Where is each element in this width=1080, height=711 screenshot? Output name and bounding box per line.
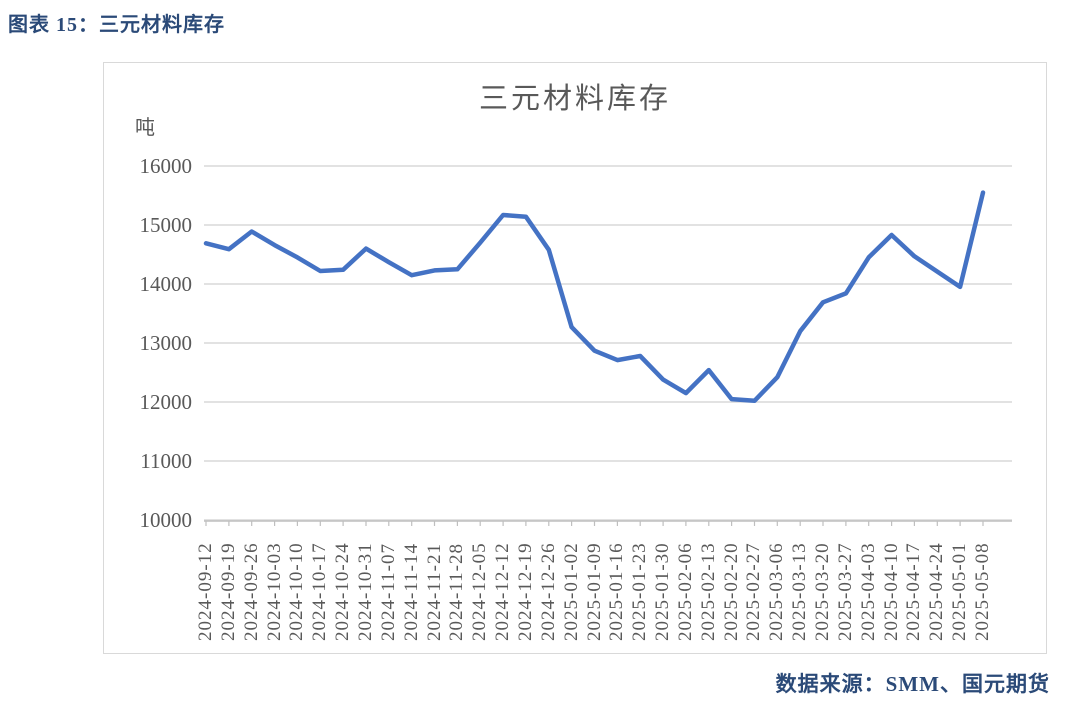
x-axis-label: 2025-03-20 [812,542,833,641]
chart-container: 三元材料库存 吨 16000 15000 14000 13000 12000 11000 1… [103,62,1047,654]
x-axis-label: 2024-10-24 [332,542,353,641]
y-axis-label: 10000 [139,508,193,532]
x-axis-label: 2025-01-30 [652,542,673,641]
y-axis-label: 11000 [140,449,192,473]
inventory-line-series [203,190,986,404]
x-axis-label: 2024-10-03 [264,542,285,641]
x-axis-label: 2025-04-24 [926,542,947,641]
data-source-note: 数据来源：SMM、国元期货 [775,672,1050,696]
x-axis-label: 2024-12-05 [469,542,490,641]
x-axis-label: 2025-05-08 [972,542,993,641]
x-axis-label: 2024-09-19 [218,542,239,641]
x-axis-label: 2024-10-10 [286,542,307,641]
x-axis-label: 2024-09-26 [241,542,262,641]
x-axis-label: 2025-05-01 [949,542,970,641]
x-axis-label: 2025-04-17 [903,542,924,641]
x-axis-label: 2025-02-06 [675,542,696,641]
y-axis-label: 13000 [139,331,193,355]
x-axis-label: 2025-01-16 [606,542,627,641]
x-axis-label: 2024-10-31 [355,542,376,641]
x-axis-label: 2025-02-27 [743,542,764,641]
x-axis-label: 2024-12-26 [538,542,559,641]
chart-title: 三元材料库存 [478,83,671,115]
x-axis-label: 2025-01-02 [561,542,582,641]
x-axis-label: 2025-01-09 [584,542,605,641]
y-axis-unit-label: 吨 [135,117,155,139]
x-axis-label: 2024-12-12 [492,542,513,641]
y-axis-label: 12000 [139,390,193,414]
x-axis-label: 2025-04-03 [858,542,879,641]
x-axis-label: 2024-11-07 [378,543,399,641]
x-axis-label: 2025-03-13 [789,542,810,641]
x-axis-label: 2025-03-27 [835,542,856,641]
x-axis-label: 2024-11-21 [424,543,445,641]
x-axis-label: 2025-03-06 [766,542,787,641]
x-axis-label: 2024-12-19 [515,542,536,641]
y-axis-label: 15000 [139,213,193,237]
x-axis-label: 2024-11-28 [446,543,467,641]
x-axis-label: 2025-02-20 [721,542,742,641]
x-axis-label: 2024-09-12 [195,542,216,641]
y-axis-label: 16000 [139,154,193,178]
x-axis-label: 2024-11-14 [401,543,422,641]
x-axis-label: 2025-02-13 [698,542,719,641]
x-axis-label: 2025-01-23 [629,542,650,641]
plot-area [203,165,1012,526]
y-axis-label: 14000 [139,272,193,296]
x-axis-label: 2025-04-10 [881,542,902,641]
x-axis-label: 2024-10-17 [309,542,330,641]
page-title: 图表 15：三元材料库存 [8,14,225,36]
